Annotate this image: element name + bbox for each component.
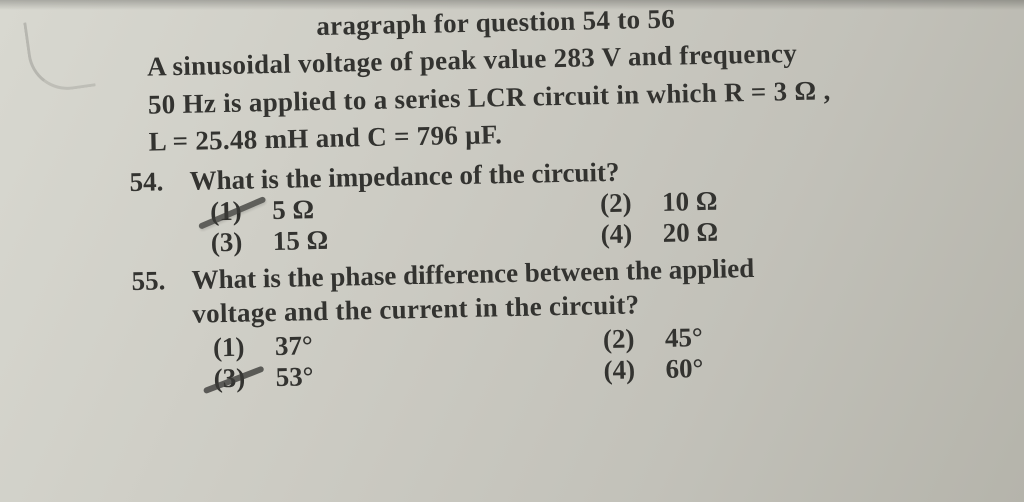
q55-opt4-label: (4) [603, 354, 652, 386]
q55-opt4-text: 60° [665, 353, 703, 385]
q55-opt3-text: 53° [275, 361, 313, 393]
q54-opt4-text: 20 Ω [662, 217, 718, 249]
q54-opt2-text: 10 Ω [662, 186, 718, 218]
q55-opt1-label: (1) [213, 332, 262, 364]
q54-opt4-label: (4) [600, 218, 649, 250]
question-55-number: 55. [131, 265, 174, 297]
q55-opt2-text: 45° [665, 322, 703, 354]
q54-opt3-text: 15 Ω [272, 225, 328, 257]
q54-opt1-text: 5 Ω [272, 194, 315, 226]
q55-opt2-label: (2) [603, 323, 652, 355]
question-54-number: 54. [129, 166, 172, 198]
page-content: aragraph for question 54 to 56 A sinusoi… [0, 0, 1024, 502]
q54-opt2-label: (2) [600, 187, 649, 219]
q55-opt1-text: 37° [275, 330, 313, 362]
q54-opt3-label: (3) [210, 226, 259, 258]
